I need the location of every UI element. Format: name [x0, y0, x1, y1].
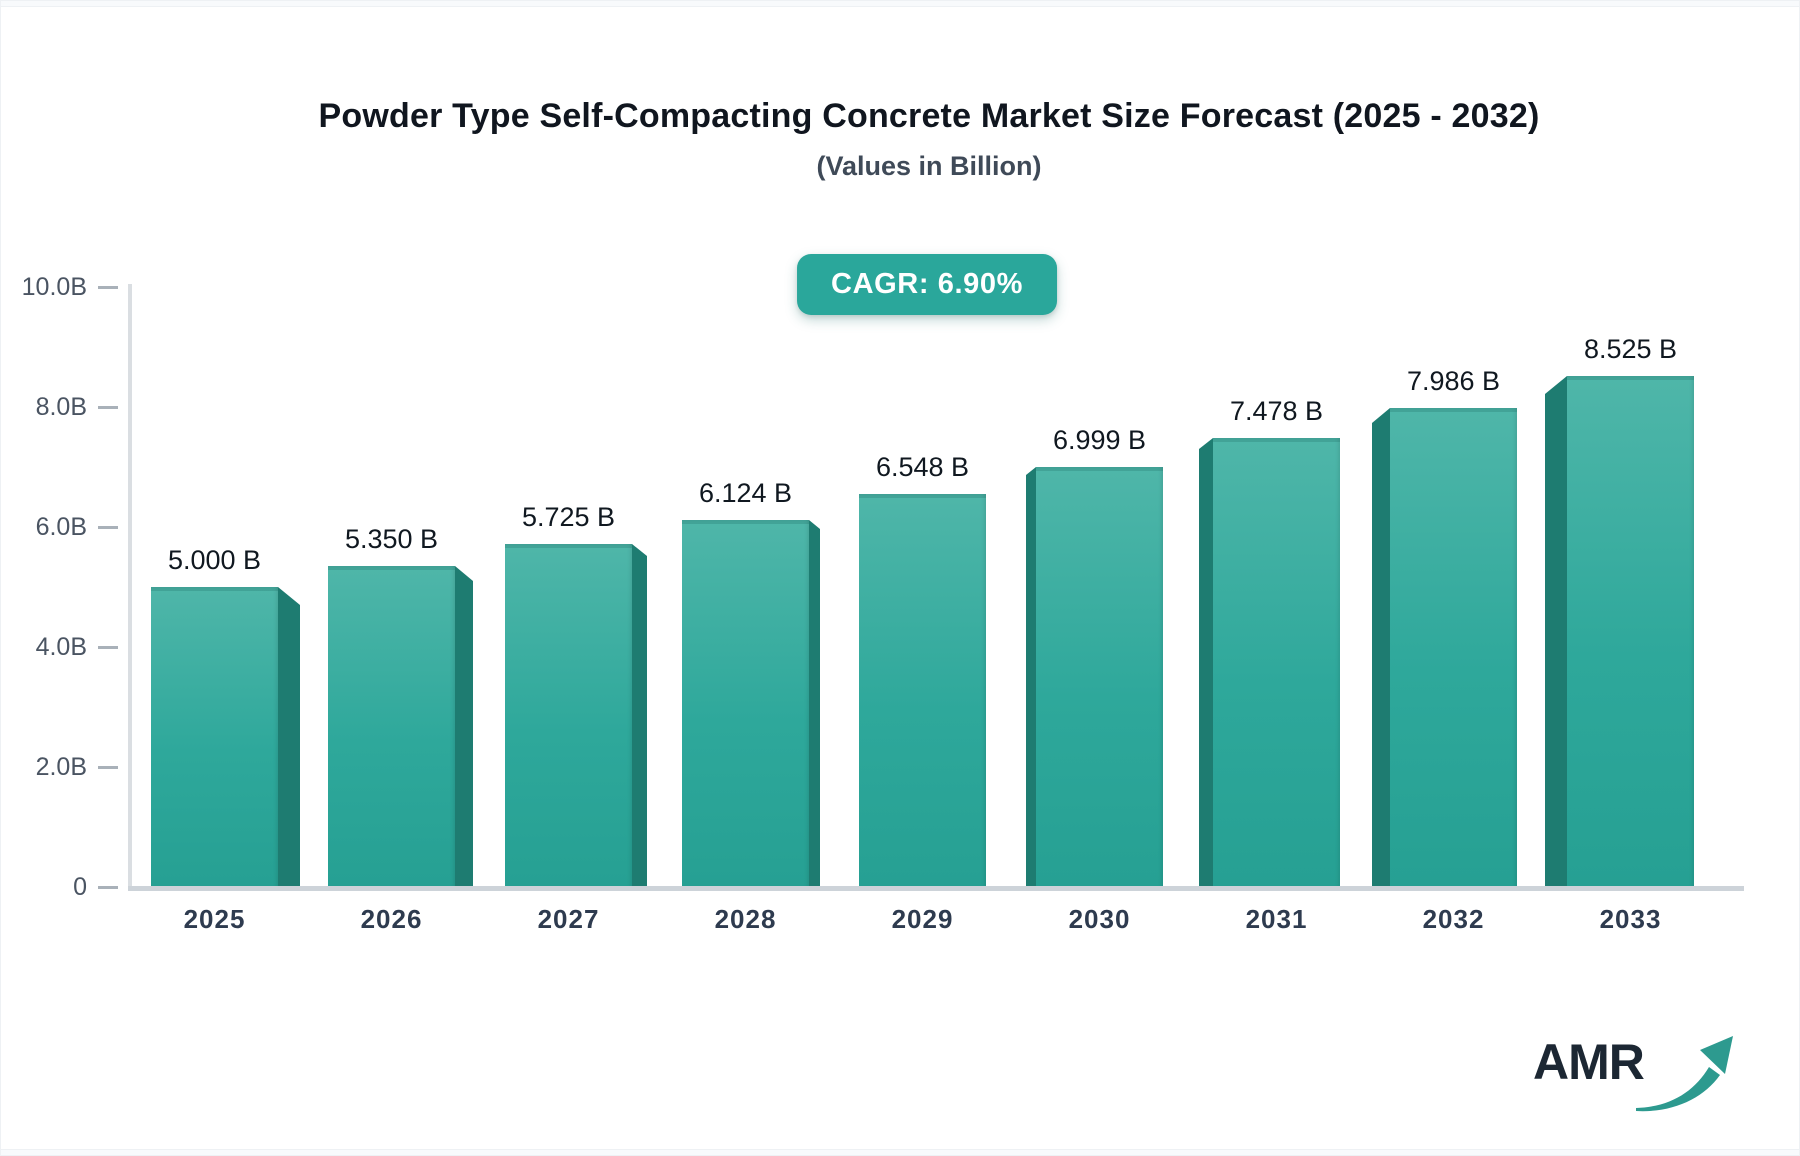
- bar-face: [859, 494, 986, 887]
- bar-face: [682, 520, 809, 887]
- bar-value-label: 7.986 B: [1406, 366, 1501, 396]
- bar-face: [328, 566, 455, 887]
- x-tick-label: 2031: [1245, 904, 1308, 934]
- top-edge-strip: [1, 1, 1799, 7]
- x-tick-label: 2027: [537, 904, 600, 934]
- y-tick-dash: [98, 646, 118, 649]
- cagr-badge: CAGR: 6.90%: [797, 254, 1057, 315]
- bar-face: [151, 587, 278, 887]
- bar-side-face: [632, 544, 647, 887]
- y-tick-dash: [98, 766, 118, 769]
- y-tick-label: 8.0B: [35, 393, 87, 421]
- bar-value-label: 5.725 B: [521, 502, 616, 532]
- y-tick-label: 10.0B: [21, 273, 87, 301]
- bar-value-label: 6.124 B: [698, 478, 793, 508]
- y-tick-dash: [98, 406, 118, 409]
- bar-value-label: 8.525 B: [1583, 334, 1678, 364]
- y-tick-label: 2.0B: [35, 753, 87, 781]
- bar-side-face: [278, 587, 300, 887]
- bar-value-label: 7.478 B: [1229, 396, 1324, 426]
- bottom-edge-strip: [1, 1149, 1799, 1155]
- y-tick-dash: [98, 286, 118, 289]
- x-tick-label: 2029: [891, 904, 954, 934]
- y-tick-label: 6.0B: [35, 513, 87, 541]
- y-tick-dash: [98, 886, 118, 889]
- x-tick-label: 2028: [714, 904, 777, 934]
- amr-logo: AMR: [1533, 1035, 1740, 1113]
- bar-side-face: [455, 566, 473, 887]
- y-tick-label: 4.0B: [35, 633, 87, 661]
- chart-title: Powder Type Self-Compacting Concrete Mar…: [318, 97, 1540, 135]
- bar-value-label: 6.999 B: [1052, 425, 1147, 455]
- bar-side-face: [1545, 376, 1567, 887]
- bar-side-face: [809, 520, 820, 887]
- amr-logo-arrow-icon: [1635, 1036, 1733, 1112]
- plot-baseline: [128, 886, 1744, 891]
- x-tick-label: 2026: [360, 904, 423, 934]
- bar-side-face: [1026, 467, 1036, 887]
- amr-logo-text: AMR: [1533, 1034, 1645, 1090]
- y-tick-label: 0: [73, 873, 87, 901]
- chart-subtitle: (Values in Billion): [816, 151, 1042, 181]
- bar-face: [1390, 408, 1517, 887]
- y-tick-dash: [98, 526, 118, 529]
- bar-side-face: [1199, 438, 1213, 887]
- bar-face: [505, 544, 632, 887]
- bar-face: [1213, 438, 1340, 887]
- y-axis-line: [128, 284, 132, 891]
- bar-value-label: 5.000 B: [167, 545, 262, 575]
- x-tick-label: 2025: [183, 904, 246, 934]
- x-tick-label: 2033: [1599, 904, 1662, 934]
- bar-face: [1036, 467, 1163, 887]
- x-tick-label: 2030: [1068, 904, 1131, 934]
- bar-value-label: 6.548 B: [875, 452, 970, 482]
- x-tick-label: 2032: [1422, 904, 1485, 934]
- bar-face: [1567, 376, 1694, 887]
- bar-value-label: 5.350 B: [344, 524, 439, 554]
- bar-side-face: [1372, 408, 1390, 887]
